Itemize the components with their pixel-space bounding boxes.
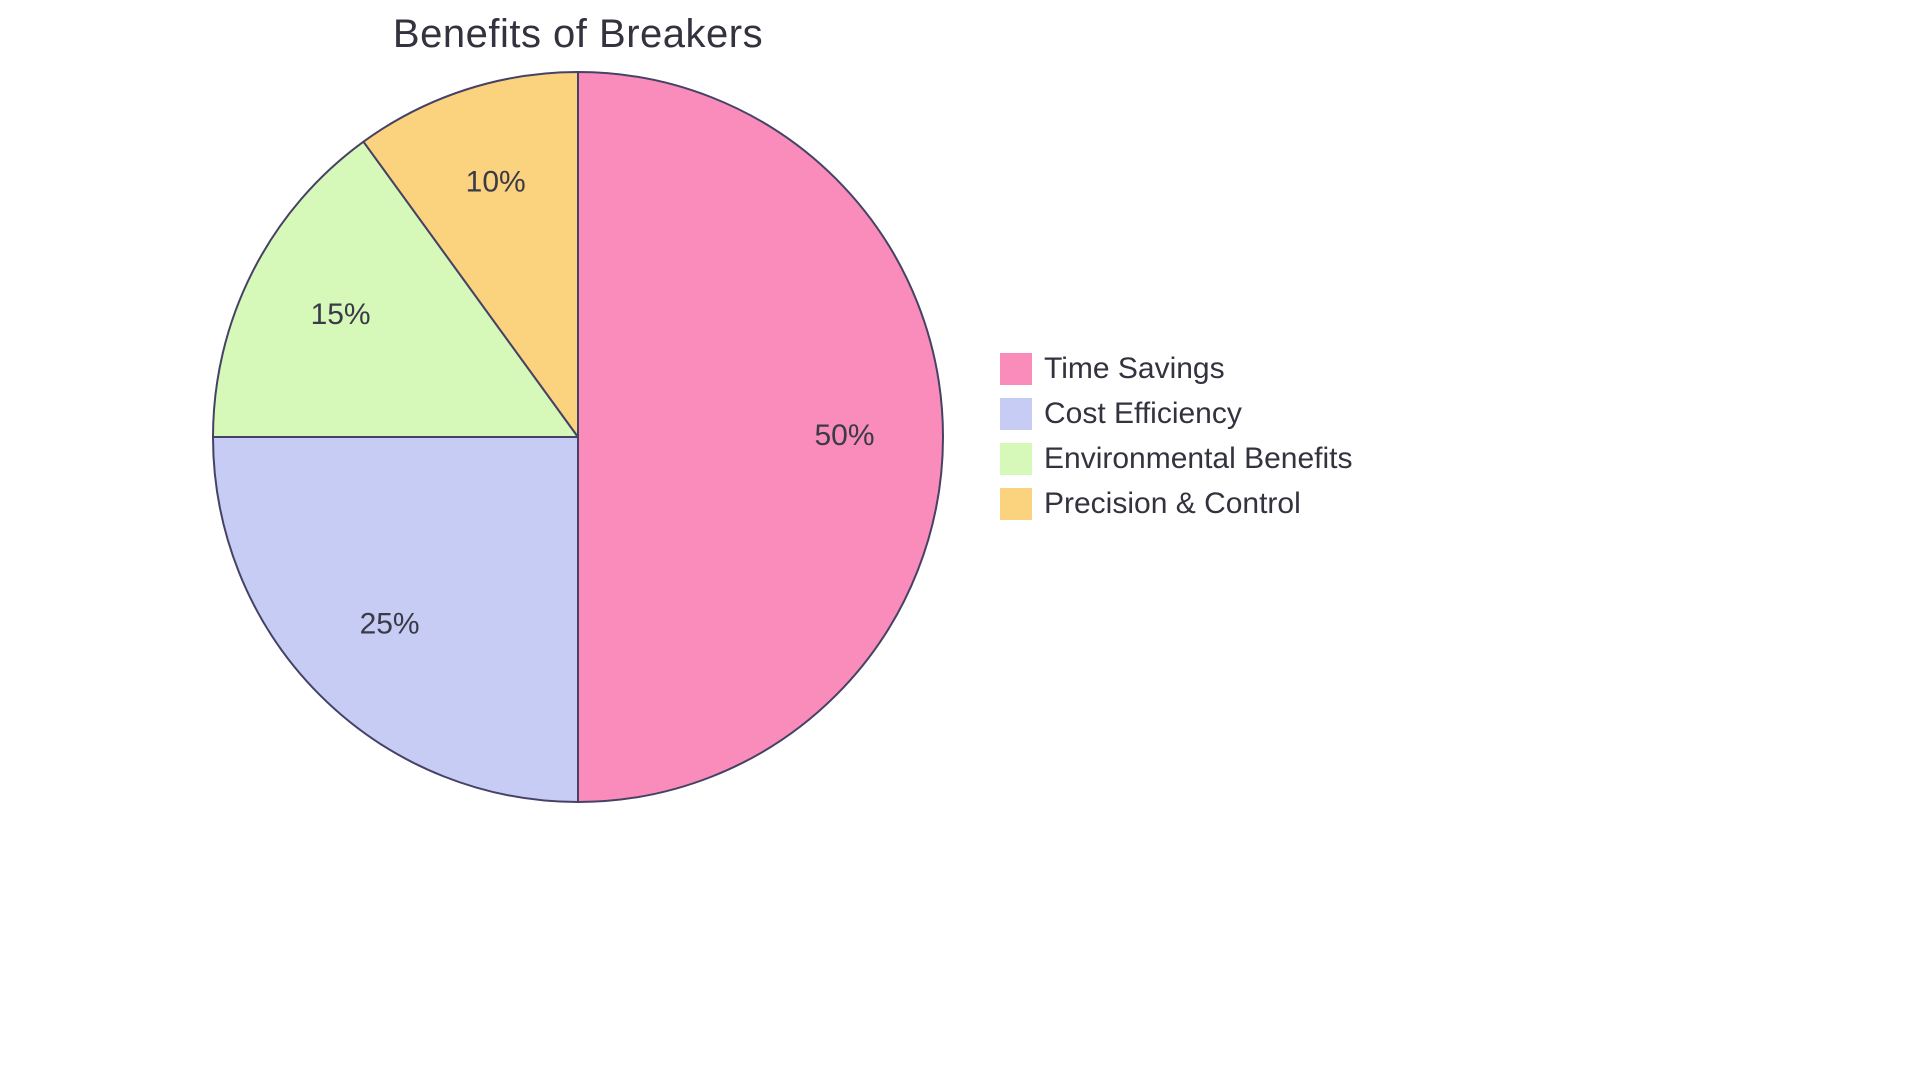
legend-item-cost-efficiency: Cost Efficiency <box>1000 397 1353 431</box>
legend-swatch <box>1000 398 1032 430</box>
legend-swatch <box>1000 443 1032 475</box>
legend-label: Environmental Benefits <box>1044 442 1353 475</box>
legend-item-precision-control: Precision & Control <box>1000 487 1353 521</box>
legend-item-time-savings: Time Savings <box>1000 352 1353 386</box>
chart-title: Benefits of Breakers <box>392 12 764 56</box>
pie-slice-percent-label: 10% <box>466 166 526 199</box>
pie-slice-percent-label: 15% <box>311 298 371 331</box>
pie-slice-cost-efficiency <box>212 436 579 803</box>
pie-slice-percent-label: 25% <box>360 607 420 640</box>
legend-item-environmental-benefits: Environmental Benefits <box>1000 442 1353 476</box>
legend-swatch <box>1000 488 1032 520</box>
legend-label: Time Savings <box>1044 352 1225 385</box>
legend: Time Savings Cost Efficiency Environmental… <box>1000 352 1353 521</box>
legend-swatch <box>1000 353 1032 385</box>
pie-slice-percent-label: 50% <box>814 419 874 452</box>
pie-slice-time-savings <box>577 71 944 803</box>
legend-label: Precision & Control <box>1044 487 1301 520</box>
pie-slice-environmental-benefits <box>212 140 579 438</box>
legend-label: Cost Efficiency <box>1044 397 1242 430</box>
pie-slice-precision-control <box>362 71 579 438</box>
